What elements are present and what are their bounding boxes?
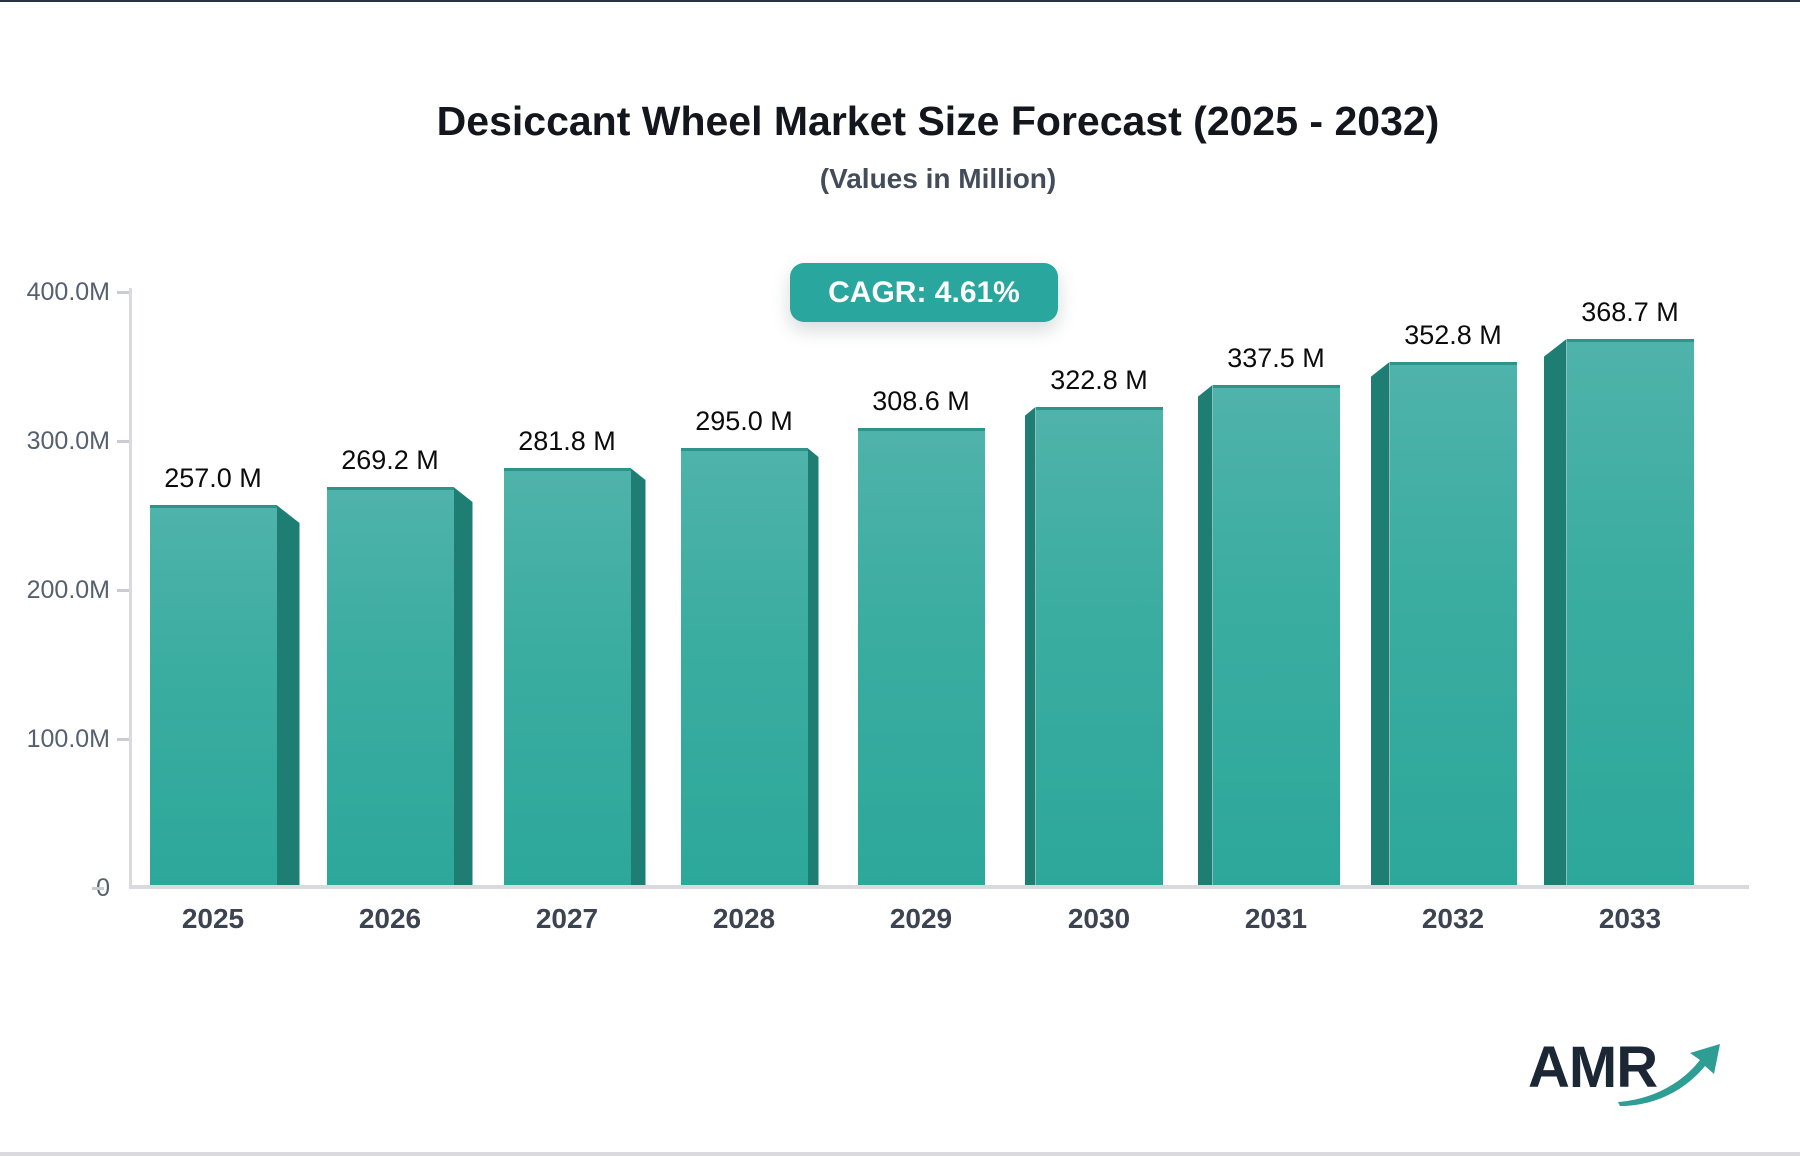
x-axis-label: 2033 bbox=[1598, 903, 1662, 934]
chart-header: Desiccant Wheel Market Size Forecast (20… bbox=[76, 98, 1800, 195]
bar-side-face bbox=[807, 448, 819, 888]
y-axis-line bbox=[129, 288, 132, 889]
logo-arrow-icon bbox=[1618, 1044, 1720, 1106]
bar-value-label: 352.8 M bbox=[1404, 320, 1502, 350]
y-axis-tick-mark bbox=[117, 440, 129, 443]
bar-side-face bbox=[276, 505, 300, 888]
bar-side-face bbox=[1543, 339, 1567, 888]
y-axis-tick-mark bbox=[117, 738, 129, 741]
bar[interactable] bbox=[1566, 339, 1694, 888]
y-axis-tick-mark bbox=[117, 291, 129, 294]
bar-value-label: 295.0 M bbox=[695, 406, 793, 436]
y-axis-tick-mark bbox=[92, 887, 104, 890]
bar-value-label: 269.2 M bbox=[341, 445, 439, 475]
bar-value-label: 368.7 M bbox=[1581, 297, 1679, 327]
bar-side-face bbox=[1370, 362, 1390, 888]
y-axis-tick-label: 400.0M bbox=[26, 278, 110, 306]
y-axis-tick-label: 300.0M bbox=[26, 427, 110, 455]
x-axis-label: 2031 bbox=[1244, 903, 1308, 934]
y-axis-tick-mark bbox=[117, 589, 129, 592]
bar[interactable] bbox=[1035, 407, 1163, 888]
bottom-border bbox=[0, 1152, 1800, 1156]
bar[interactable] bbox=[1212, 385, 1340, 888]
chart-title: Desiccant Wheel Market Size Forecast (20… bbox=[436, 98, 1440, 144]
bar[interactable] bbox=[680, 448, 808, 888]
x-axis-label: 2029 bbox=[889, 903, 953, 934]
chart-subtitle: (Values in Million) bbox=[819, 163, 1057, 194]
bar-side-face bbox=[630, 468, 646, 888]
bar-value-label: 281.8 M bbox=[518, 426, 616, 456]
bar[interactable] bbox=[149, 505, 277, 888]
bar[interactable] bbox=[503, 468, 631, 888]
x-axis-line bbox=[129, 885, 1749, 889]
cagr-badge: CAGR: 4.61% bbox=[790, 263, 1058, 322]
bar-value-label: 337.5 M bbox=[1227, 343, 1325, 373]
bar[interactable] bbox=[326, 487, 454, 888]
bar[interactable] bbox=[1389, 362, 1517, 888]
amr-logo: AMR bbox=[1528, 1034, 1728, 1114]
bar-side-face bbox=[1197, 385, 1213, 888]
x-axis-label: 2026 bbox=[358, 903, 422, 934]
bar[interactable] bbox=[857, 428, 985, 888]
bar-side-face bbox=[1024, 407, 1036, 888]
bar-value-label: 322.8 M bbox=[1050, 365, 1148, 395]
x-axis-label: 2032 bbox=[1421, 903, 1485, 934]
x-axis-label: 2027 bbox=[535, 903, 599, 934]
x-axis-label: 2028 bbox=[712, 903, 776, 934]
bar-value-label: 257.0 M bbox=[164, 463, 262, 493]
x-axis-label: 2030 bbox=[1067, 903, 1131, 934]
bar-side-face bbox=[453, 487, 473, 888]
y-axis-tick-label: 100.0M bbox=[26, 725, 110, 753]
bar-value-label: 308.6 M bbox=[872, 386, 970, 416]
x-axis-label: 2025 bbox=[181, 903, 245, 934]
logo-text: AMR bbox=[1528, 1035, 1658, 1100]
y-axis-tick-label: 200.0M bbox=[26, 576, 110, 604]
